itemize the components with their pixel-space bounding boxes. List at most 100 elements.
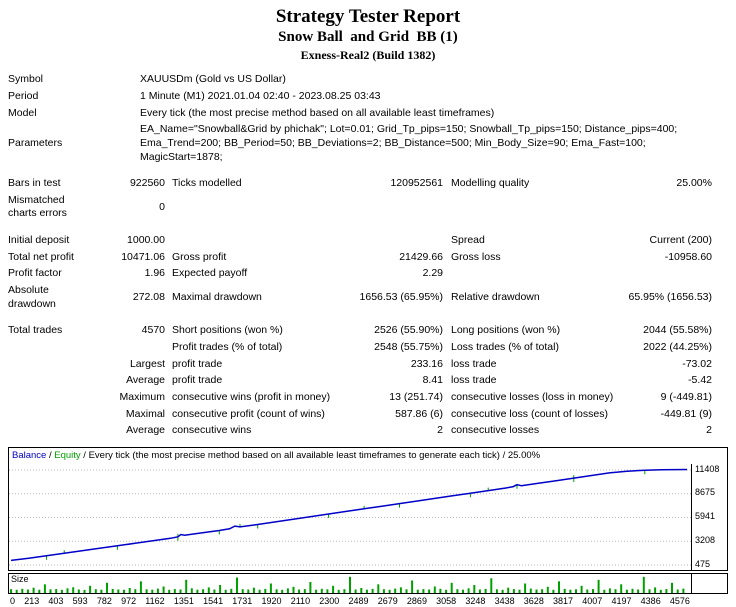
report-title: Strategy Tester Report xyxy=(275,6,461,27)
x-axis-label: 2300 xyxy=(319,595,340,606)
size-plot: Size xyxy=(9,574,691,593)
y-axis-label: 11408 xyxy=(695,463,720,474)
x-axis-label: 3628 xyxy=(523,595,544,606)
value-profit-factor: 1.96 xyxy=(144,267,165,280)
x-axis-label: 1162 xyxy=(145,595,165,606)
empty-cell xyxy=(8,396,92,399)
y-axis-label: 5941 xyxy=(695,511,716,522)
value-max-consecutive-losses: 9 (-449.81) xyxy=(660,390,712,403)
row-maximum-consecutive: Maximum consecutive wins (profit in mone… xyxy=(8,389,728,406)
x-axis-label: 2869 xyxy=(406,595,427,606)
value-short-positions: 2526 (55.90%) xyxy=(374,324,443,337)
label-total-trades: Total trades xyxy=(8,324,63,337)
value-mismatched-charts-errors: 0 xyxy=(159,200,165,213)
y-axis-label: 3208 xyxy=(695,534,716,545)
row-mismatched-charts-errors: Mismatched charts errors 0 xyxy=(8,192,728,222)
x-axis-label: 2489 xyxy=(348,595,369,606)
chart-quality-caption: 25.00% xyxy=(507,450,541,462)
row-initial-deposit: Initial deposit 1000.00 Spread Current (… xyxy=(8,233,728,250)
report-subtitle: Snow Ball and Grid BB (1) xyxy=(278,28,458,45)
value-profit-trades: 2548 (55.75%) xyxy=(374,340,443,353)
label-maximal-consecutive-profit: consecutive profit (count of wins) xyxy=(172,407,325,420)
x-axis-label: 2679 xyxy=(377,595,398,606)
label-avg-consecutive-wins: consecutive wins xyxy=(172,424,252,437)
label-gross-loss: Gross loss xyxy=(451,250,501,263)
label-bars-in-test: Bars in test xyxy=(8,177,61,190)
x-axis-label: 1351 xyxy=(173,595,194,606)
value-ticks-modelled: 120952561 xyxy=(390,177,443,190)
x-axis-label: 782 xyxy=(96,595,112,606)
x-axis-label: 3438 xyxy=(494,595,515,606)
row-largest-trade: Largest profit trade 233.16 loss trade -… xyxy=(8,356,728,373)
size-panel: Size xyxy=(8,572,728,594)
label-largest-loss-trade: loss trade xyxy=(451,357,497,370)
row-bars-in-test: Bars in test 922560 Ticks modelled 12095… xyxy=(8,176,728,193)
empty-cell xyxy=(623,206,712,209)
label-maximal-consecutive-loss: consecutive loss (count of losses) xyxy=(451,407,608,420)
value-long-positions: 2044 (55.58%) xyxy=(643,324,712,337)
value-loss-trades: 2022 (44.25%) xyxy=(643,340,712,353)
row-parameters: Parameters EA_Name="Snowball&Grid by phi… xyxy=(8,122,728,166)
label-max-consecutive-losses: consecutive losses (loss in money) xyxy=(451,390,614,403)
y-axis: 475 3208 5941 8675 11408 xyxy=(691,463,727,570)
x-axis-label: 593 xyxy=(72,595,88,606)
empty-cell xyxy=(165,206,351,209)
value-expected-payoff: 2.29 xyxy=(422,267,443,280)
empty-cell xyxy=(165,239,351,242)
label-maximum: Maximum xyxy=(119,390,165,403)
y-axis-label: 475 xyxy=(695,558,711,569)
label-absolute-drawdown: Absolute drawdown xyxy=(8,284,56,310)
label-spread: Spread xyxy=(451,234,485,247)
value-parameters: EA_Name="Snowball&Grid by phichak"; Lot=… xyxy=(140,123,678,163)
size-axis-gutter xyxy=(691,573,727,593)
label-average: Average xyxy=(126,374,165,387)
label-loss-trades: Loss trades (% of total) xyxy=(451,340,559,353)
chart-plot-row: 475 3208 5941 8675 11408 xyxy=(9,463,727,570)
empty-cell xyxy=(351,239,443,242)
row-average-trade: Average profit trade 8.41 loss trade -5.… xyxy=(8,373,728,390)
legend-separator: / xyxy=(80,450,89,462)
x-axis-label: 1731 xyxy=(232,595,253,606)
value-maximal-consecutive-loss: -449.81 (9) xyxy=(660,407,712,420)
strategy-tester-report-page: Strategy Tester Report Snow Ball and Gri… xyxy=(8,6,728,607)
empty-cell xyxy=(443,206,623,209)
value-largest-profit-trade: 233.16 xyxy=(410,357,443,370)
label-short-positions: Short positions (won %) xyxy=(172,324,283,337)
x-axis-label: 3248 xyxy=(465,595,486,606)
x-axis-label: 972 xyxy=(121,595,137,606)
empty-cell xyxy=(623,273,712,276)
x-axis-label: 3058 xyxy=(436,595,457,606)
label-ticks-modelled: Ticks modelled xyxy=(172,177,242,190)
chart-model-caption: Every tick (the most precise method base… xyxy=(88,450,500,462)
value-modelling-quality: 25.00% xyxy=(676,177,712,190)
label-symbol: Symbol xyxy=(8,73,44,86)
x-axis-label: 213 xyxy=(24,595,40,606)
value-avg-consecutive-wins: 2 xyxy=(437,424,443,437)
label-average-consecutive: Average xyxy=(126,424,165,437)
label-long-positions: Long positions (won %) xyxy=(451,324,561,337)
x-axis-label: 3817 xyxy=(553,595,574,606)
value-symbol: XAUUSDm (Gold vs US Dollar) xyxy=(140,73,286,86)
size-plot-row: Size xyxy=(9,573,727,593)
report-body: Symbol XAUUSDm (Gold vs US Dollar) Perio… xyxy=(8,72,728,607)
balance-plot-svg xyxy=(9,468,691,566)
label-profit-trades: Profit trades (% of total) xyxy=(172,340,283,353)
label-total-net-profit: Total net profit xyxy=(8,250,74,263)
row-symbol: Symbol XAUUSDm (Gold vs US Dollar) xyxy=(8,72,728,89)
settings-section: Symbol XAUUSDm (Gold vs US Dollar) Perio… xyxy=(8,72,728,166)
empty-cell xyxy=(8,413,92,416)
x-axis-label: 4576 xyxy=(669,595,690,606)
label-expected-payoff: Expected payoff xyxy=(172,267,248,280)
value-total-trades: 4570 xyxy=(141,324,165,337)
legend-balance: Balance xyxy=(12,450,47,462)
value-maximal-consecutive-profit: 587.86 (6) xyxy=(395,407,443,420)
row-profit-loss-trades: Profit trades (% of total) 2548 (55.75%)… xyxy=(8,339,728,356)
balance-chart: Balance / Equity / Every tick (the most … xyxy=(8,447,728,571)
report-server-build: Exness-Real2 (Build 1382) xyxy=(300,47,436,62)
empty-cell xyxy=(8,429,92,432)
value-bars-in-test: 922560 xyxy=(129,177,165,190)
label-gross-profit: Gross profit xyxy=(172,250,227,263)
x-axis-label: 2110 xyxy=(290,595,311,606)
value-average-loss-trade: -5.42 xyxy=(688,374,712,387)
empty-cell xyxy=(443,273,623,276)
